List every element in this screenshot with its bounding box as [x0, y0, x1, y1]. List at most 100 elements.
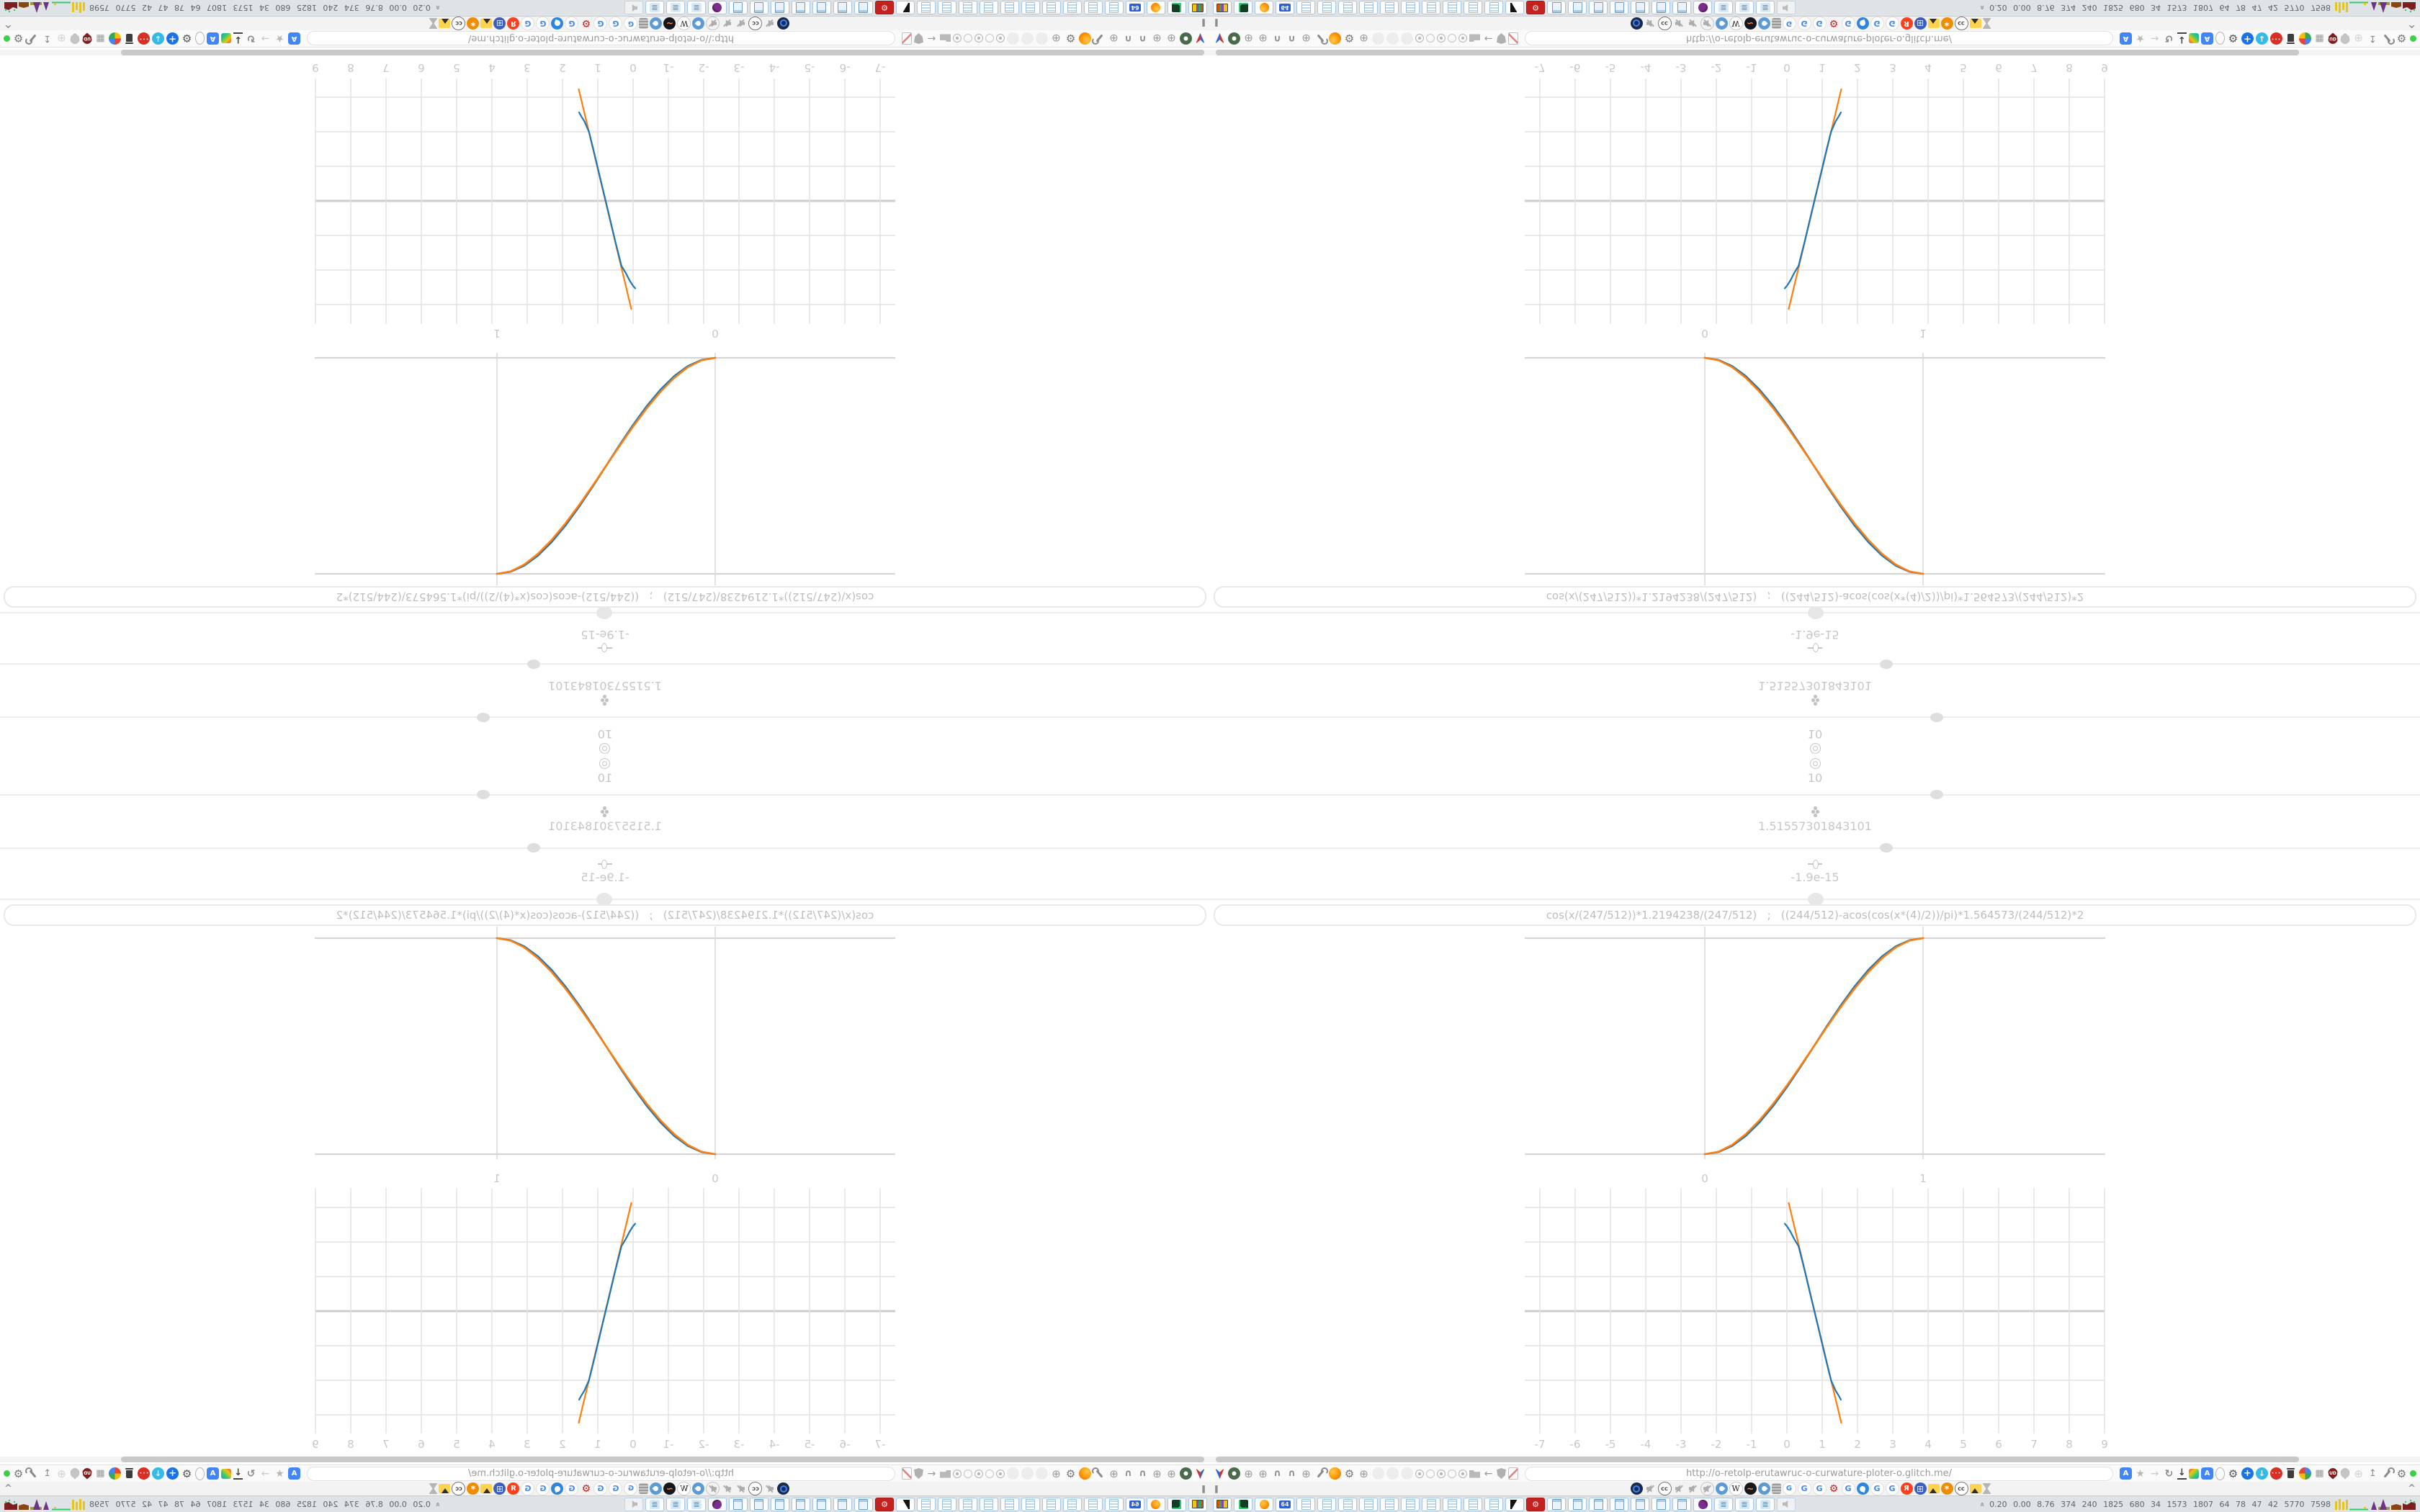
calc-icon[interactable]	[1652, 1, 1670, 15]
monitor-icon[interactable]	[1188, 1497, 1207, 1511]
cc-icon[interactable]	[748, 1482, 763, 1495]
shield-ud-icon[interactable]	[82, 1468, 92, 1480]
page-scrollbar-track[interactable]	[0, 1457, 1210, 1462]
globe-icon[interactable]	[1165, 1467, 1178, 1480]
gear-icon[interactable]	[2396, 32, 2408, 45]
cc-icon[interactable]	[1954, 17, 1968, 30]
headphones-icon[interactable]	[1122, 1467, 1134, 1480]
google-icon[interactable]	[521, 17, 535, 30]
charts-svg[interactable]: 0 1 -7 -6 -5 -4 -3 -2 -1 0 1 2 3 4 5 6 7 8 9	[0, 756, 1210, 1512]
globe-icon[interactable]	[1257, 1467, 1269, 1480]
globe-grid-icon[interactable]	[493, 1482, 506, 1495]
charts-svg[interactable]: 0 1 -7 -6 -5 -4 -3 -2 -1 0 1 2 3 4 5 6 7 8 9	[1210, 0, 2420, 756]
notepad-icon[interactable]	[1296, 1, 1315, 15]
calc-icon[interactable]	[854, 1497, 873, 1511]
gear-icon[interactable]	[2396, 1467, 2408, 1480]
netwheel-icon[interactable]	[109, 32, 121, 45]
donut-icon[interactable]	[1180, 32, 1192, 45]
notepad-icon[interactable]	[1401, 1497, 1420, 1511]
owl-icon[interactable]	[708, 1497, 727, 1511]
folder-icon[interactable]	[1469, 1470, 1480, 1478]
wrench-icon[interactable]	[1093, 1467, 1106, 1480]
fish-icon[interactable]	[1856, 1482, 1869, 1495]
headphones-icon[interactable]	[1122, 32, 1134, 45]
calc-icon[interactable]	[1547, 1, 1566, 15]
shield-icon[interactable]	[1497, 33, 1506, 44]
tray-expand-icon[interactable]: «	[1978, 1501, 1988, 1507]
notepad-icon[interactable]	[1484, 1497, 1503, 1511]
plus-blue-icon[interactable]	[166, 1467, 179, 1480]
page-scrollbar-track[interactable]	[1210, 50, 2420, 55]
notepad-icon[interactable]	[1084, 1, 1103, 15]
google-icon[interactable]	[593, 17, 608, 30]
translate-icon[interactable]	[2120, 1467, 2132, 1480]
photo-icon[interactable]	[439, 1484, 451, 1493]
shield-icon[interactable]	[914, 1468, 923, 1479]
google-icon[interactable]	[536, 17, 550, 30]
speaker-icon[interactable]	[735, 1482, 748, 1495]
firefox-icon[interactable]	[1147, 1497, 1165, 1511]
bird-icon[interactable]	[650, 1482, 663, 1495]
gear-red-icon[interactable]	[1828, 1482, 1840, 1495]
brush-icon[interactable]	[221, 1468, 231, 1479]
calc-icon[interactable]	[771, 1497, 789, 1511]
yandex-icon[interactable]	[507, 1482, 520, 1495]
photo-icon[interactable]	[1969, 19, 1981, 28]
photo-icon[interactable]	[1969, 1484, 1981, 1493]
download-icon[interactable]	[2177, 1468, 2187, 1480]
google-icon[interactable]	[593, 1482, 608, 1495]
share-icon[interactable]	[2367, 32, 2379, 45]
url-bar[interactable]: http://o-retolp-erutawruc-o-curwature-pl…	[1525, 31, 2113, 46]
oval-icon[interactable]	[2215, 1467, 2225, 1480]
notepad-icon[interactable]	[980, 1497, 998, 1511]
speaker-muted-icon[interactable]	[624, 1, 643, 15]
divider-handle[interactable]	[527, 660, 540, 669]
dotcircle-icon[interactable]	[996, 1469, 1005, 1478]
speaker-icon[interactable]	[764, 1482, 776, 1495]
url-bar[interactable]: http://o-retolp-erutawruc-o-curwature-pl…	[307, 31, 895, 46]
pause-icon[interactable]: ‖	[1214, 1484, 1219, 1493]
cc-icon[interactable]	[748, 17, 763, 30]
globe-icon[interactable]	[1358, 1467, 1370, 1480]
redwheel-icon[interactable]	[1526, 1497, 1545, 1511]
dotcircle-icon[interactable]	[1437, 1469, 1446, 1478]
google-icon[interactable]	[565, 1482, 579, 1495]
google-icon[interactable]	[1841, 17, 1855, 30]
shield-ud-icon[interactable]	[2328, 1467, 2338, 1480]
arrow-right-icon[interactable]	[2148, 1467, 2161, 1480]
plus-blue-icon[interactable]	[2241, 1467, 2254, 1480]
notepad-icon[interactable]	[1338, 1, 1357, 15]
gear-dark-icon[interactable]	[2227, 32, 2239, 45]
calc-icon[interactable]	[812, 1, 831, 15]
google-icon[interactable]	[521, 1482, 535, 1495]
page-slash-icon[interactable]	[902, 1467, 912, 1480]
donut-icon[interactable]	[1180, 1467, 1192, 1480]
calc-icon[interactable]	[1652, 1497, 1670, 1511]
photo-icon[interactable]	[480, 1484, 493, 1493]
globe-faded-icon[interactable]	[2352, 1467, 2365, 1480]
divider-handle-large[interactable]	[1808, 606, 1824, 619]
notepad-icon[interactable]	[1484, 1, 1503, 15]
building-icon[interactable]	[94, 32, 107, 45]
reload-icon[interactable]	[245, 1467, 257, 1480]
shield-gray-icon[interactable]	[2340, 33, 2350, 45]
notepad-icon[interactable]	[1042, 1, 1061, 15]
disc-icon[interactable]	[1630, 1482, 1643, 1495]
arrow-right-icon[interactable]	[259, 1467, 272, 1480]
google-icon[interactable]	[609, 17, 623, 30]
dotcircle-icon[interactable]	[1437, 34, 1446, 43]
page-scrollbar-track[interactable]	[0, 50, 1210, 55]
tray-expand-icon[interactable]: «	[432, 5, 442, 11]
trash-icon[interactable]	[2285, 1467, 2297, 1480]
share-icon[interactable]	[41, 32, 53, 45]
speaker-icon[interactable]	[1687, 17, 1699, 30]
faded-icon[interactable]	[1372, 32, 1384, 45]
shield-ud-icon[interactable]	[82, 33, 92, 45]
netwheel-icon[interactable]	[2299, 1467, 2311, 1480]
wrench-icon[interactable]	[1314, 32, 1327, 45]
notepad-icon[interactable]	[1359, 1497, 1378, 1511]
notepad-icon[interactable]	[917, 1, 936, 15]
bird-icon[interactable]	[1715, 1482, 1728, 1495]
circle-icon[interactable]	[1426, 34, 1435, 43]
dotcircle-icon[interactable]	[974, 34, 983, 43]
